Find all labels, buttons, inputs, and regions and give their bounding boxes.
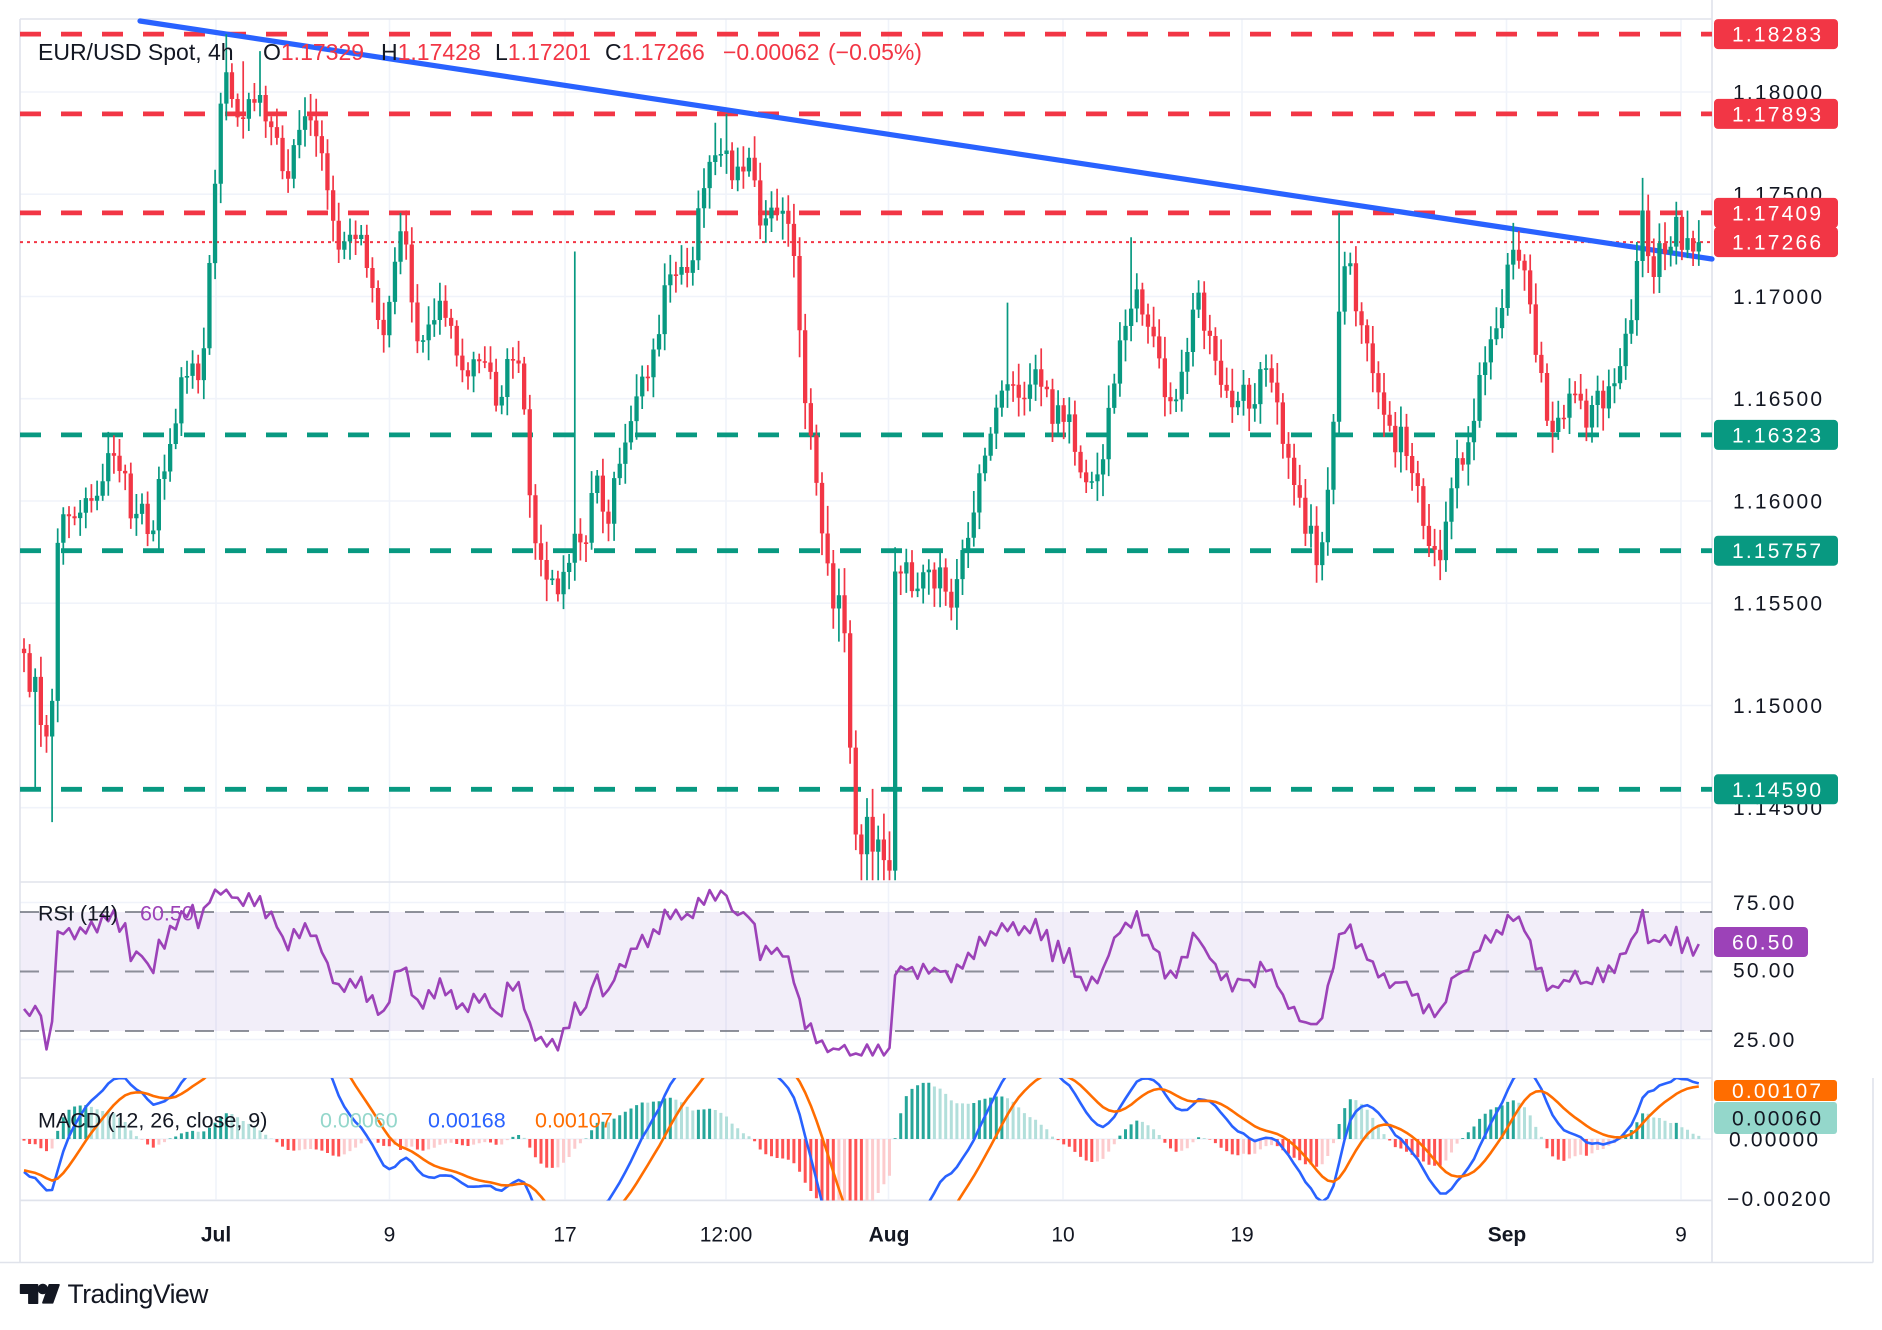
svg-text:TradingView: TradingView (68, 1279, 210, 1309)
svg-text:19: 19 (1230, 1224, 1253, 1247)
svg-text:1.15757: 1.15757 (1732, 540, 1823, 563)
svg-text:1.17266: 1.17266 (1732, 232, 1823, 255)
svg-text:1.17409: 1.17409 (1732, 202, 1823, 225)
svg-text:1.18000: 1.18000 (1733, 82, 1824, 105)
svg-text:1.18283: 1.18283 (1732, 24, 1823, 47)
svg-text:−0.00200: −0.00200 (1727, 1188, 1833, 1211)
svg-text:9: 9 (384, 1224, 396, 1247)
svg-text:Jul: Jul (201, 1224, 231, 1247)
svg-text:9: 9 (1675, 1224, 1687, 1247)
svg-text:75.00: 75.00 (1733, 892, 1797, 915)
svg-text:50.00: 50.00 (1733, 960, 1797, 983)
svg-text:1.14590: 1.14590 (1732, 779, 1823, 802)
svg-text:0.00060: 0.00060 (1732, 1108, 1823, 1131)
svg-text:1.17000: 1.17000 (1733, 286, 1824, 309)
svg-text:10: 10 (1051, 1224, 1074, 1247)
svg-text:60.50: 60.50 (1732, 932, 1796, 955)
svg-text:1.15000: 1.15000 (1733, 695, 1824, 718)
svg-text:1.17893: 1.17893 (1732, 103, 1823, 126)
svg-text:1.16323: 1.16323 (1732, 424, 1823, 447)
svg-text:25.00: 25.00 (1733, 1029, 1797, 1052)
svg-text:1.15500: 1.15500 (1733, 593, 1824, 616)
svg-text:17: 17 (553, 1224, 576, 1247)
svg-text:RSI (14) 60.50: RSI (14) 60.50 (38, 902, 194, 926)
svg-text:1.16500: 1.16500 (1733, 388, 1824, 411)
svg-text:Aug: Aug (869, 1224, 910, 1247)
svg-text:1.16000: 1.16000 (1733, 491, 1824, 514)
svg-text:12:00: 12:00 (700, 1224, 753, 1247)
svg-text:0.00000: 0.00000 (1729, 1129, 1820, 1152)
svg-text:0.00107: 0.00107 (1732, 1080, 1823, 1103)
svg-text:Sep: Sep (1488, 1224, 1527, 1247)
